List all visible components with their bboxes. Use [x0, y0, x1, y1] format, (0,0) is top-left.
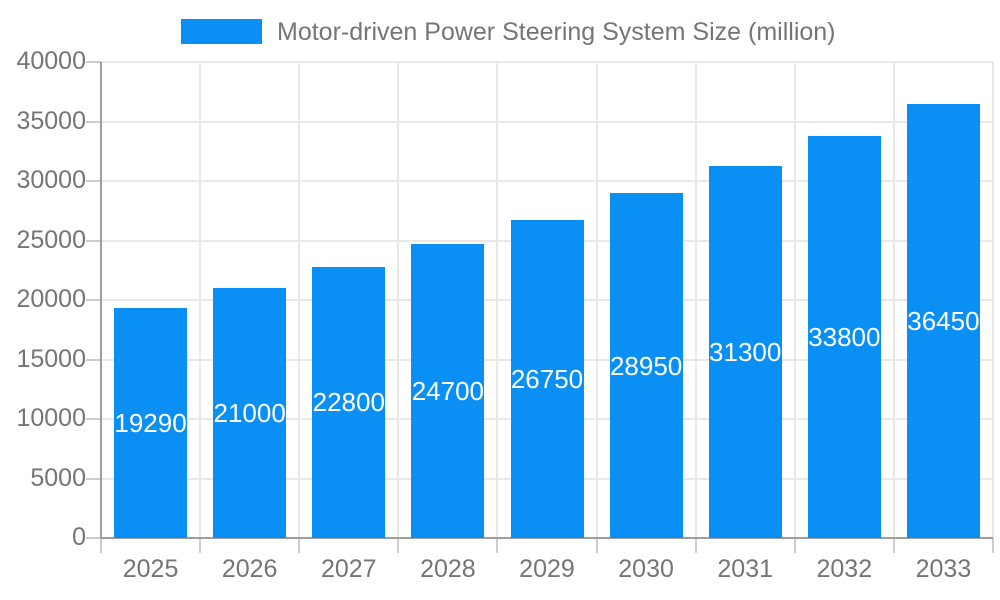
- bar[interactable]: [312, 266, 386, 538]
- gridline-vertical: [793, 62, 796, 538]
- x-axis-tick-label: 2032: [816, 555, 873, 583]
- bar[interactable]: [510, 219, 584, 538]
- y-axis-tick-label: 35000: [16, 106, 86, 135]
- bar[interactable]: [114, 308, 188, 538]
- bar[interactable]: [807, 135, 881, 538]
- x-axis-tick-label: 2031: [717, 555, 774, 583]
- y-axis-line: [100, 62, 102, 538]
- x-tick-mark: [892, 538, 895, 553]
- y-axis-tick-label: 30000: [16, 166, 86, 194]
- x-tick-mark: [397, 538, 400, 553]
- gridline-vertical: [397, 62, 400, 538]
- gridline-vertical: [892, 62, 895, 538]
- y-axis-tick-label: 10000: [16, 404, 86, 432]
- x-axis-tick-label: 2033: [915, 555, 972, 583]
- y-axis-tick-label: 25000: [16, 225, 86, 254]
- y-tick-mark: [86, 180, 101, 182]
- legend-label: Motor-driven Power Steering System Size …: [277, 18, 836, 46]
- y-tick-mark: [86, 418, 101, 420]
- gridline-vertical: [496, 62, 499, 538]
- y-tick-mark: [86, 358, 101, 361]
- x-tick-mark: [496, 538, 499, 553]
- gridline-vertical: [298, 62, 301, 538]
- gridline-vertical: [595, 62, 598, 538]
- x-tick-mark: [992, 538, 994, 553]
- x-axis-tick-label: 2028: [420, 555, 476, 583]
- x-axis-line: [100, 537, 993, 539]
- y-axis-tick-label: 15000: [16, 344, 86, 373]
- y-tick-mark: [86, 477, 101, 480]
- x-tick-mark: [793, 538, 796, 553]
- x-tick-mark: [595, 538, 598, 553]
- y-tick-mark: [86, 120, 101, 123]
- bar-value-label: 33800: [808, 321, 881, 352]
- bar[interactable]: [411, 244, 485, 538]
- x-axis-tick-label: 2025: [122, 555, 179, 583]
- legend-swatch-icon: [181, 19, 262, 44]
- bar-value-label: 31300: [709, 336, 782, 367]
- y-axis-tick-label: 20000: [16, 285, 86, 313]
- x-tick-mark: [100, 538, 102, 553]
- bar-value-label: 19290: [114, 408, 187, 439]
- gridline-vertical: [992, 62, 994, 538]
- gridline-vertical: [199, 62, 202, 538]
- x-tick-mark: [199, 538, 202, 553]
- y-axis-tick-label: 0: [72, 523, 86, 551]
- gridline-horizontal: [101, 180, 993, 182]
- x-axis-tick-label: 2030: [618, 555, 674, 583]
- x-axis-tick-label: 2027: [320, 555, 377, 583]
- gridline-horizontal: [101, 61, 993, 63]
- bar[interactable]: [213, 288, 287, 538]
- bar-value-label: 36450: [907, 306, 980, 337]
- x-tick-mark: [298, 538, 301, 553]
- x-axis-tick-label: 2029: [519, 555, 575, 583]
- bar-value-label: 28950: [609, 350, 683, 381]
- bar[interactable]: [609, 193, 683, 538]
- x-tick-mark: [694, 538, 697, 553]
- bar-value-label: 26750: [510, 363, 584, 394]
- y-tick-mark: [86, 239, 101, 242]
- bar[interactable]: [708, 165, 782, 538]
- bar-value-label: 24700: [411, 376, 485, 407]
- y-tick-mark: [86, 299, 101, 301]
- y-axis-tick-label: 5000: [30, 463, 86, 492]
- y-axis-tick-label: 40000: [16, 47, 86, 75]
- y-tick-mark: [86, 61, 101, 63]
- gridline-vertical: [694, 62, 697, 538]
- y-tick-mark: [86, 537, 101, 539]
- bar-value-label: 21000: [213, 398, 286, 429]
- x-axis-tick-label: 2026: [221, 555, 278, 583]
- legend[interactable]: Motor-driven Power Steering System Size …: [0, 14, 1000, 50]
- bar[interactable]: [906, 104, 980, 538]
- gridline-horizontal: [101, 120, 993, 123]
- bar-value-label: 22800: [312, 387, 385, 418]
